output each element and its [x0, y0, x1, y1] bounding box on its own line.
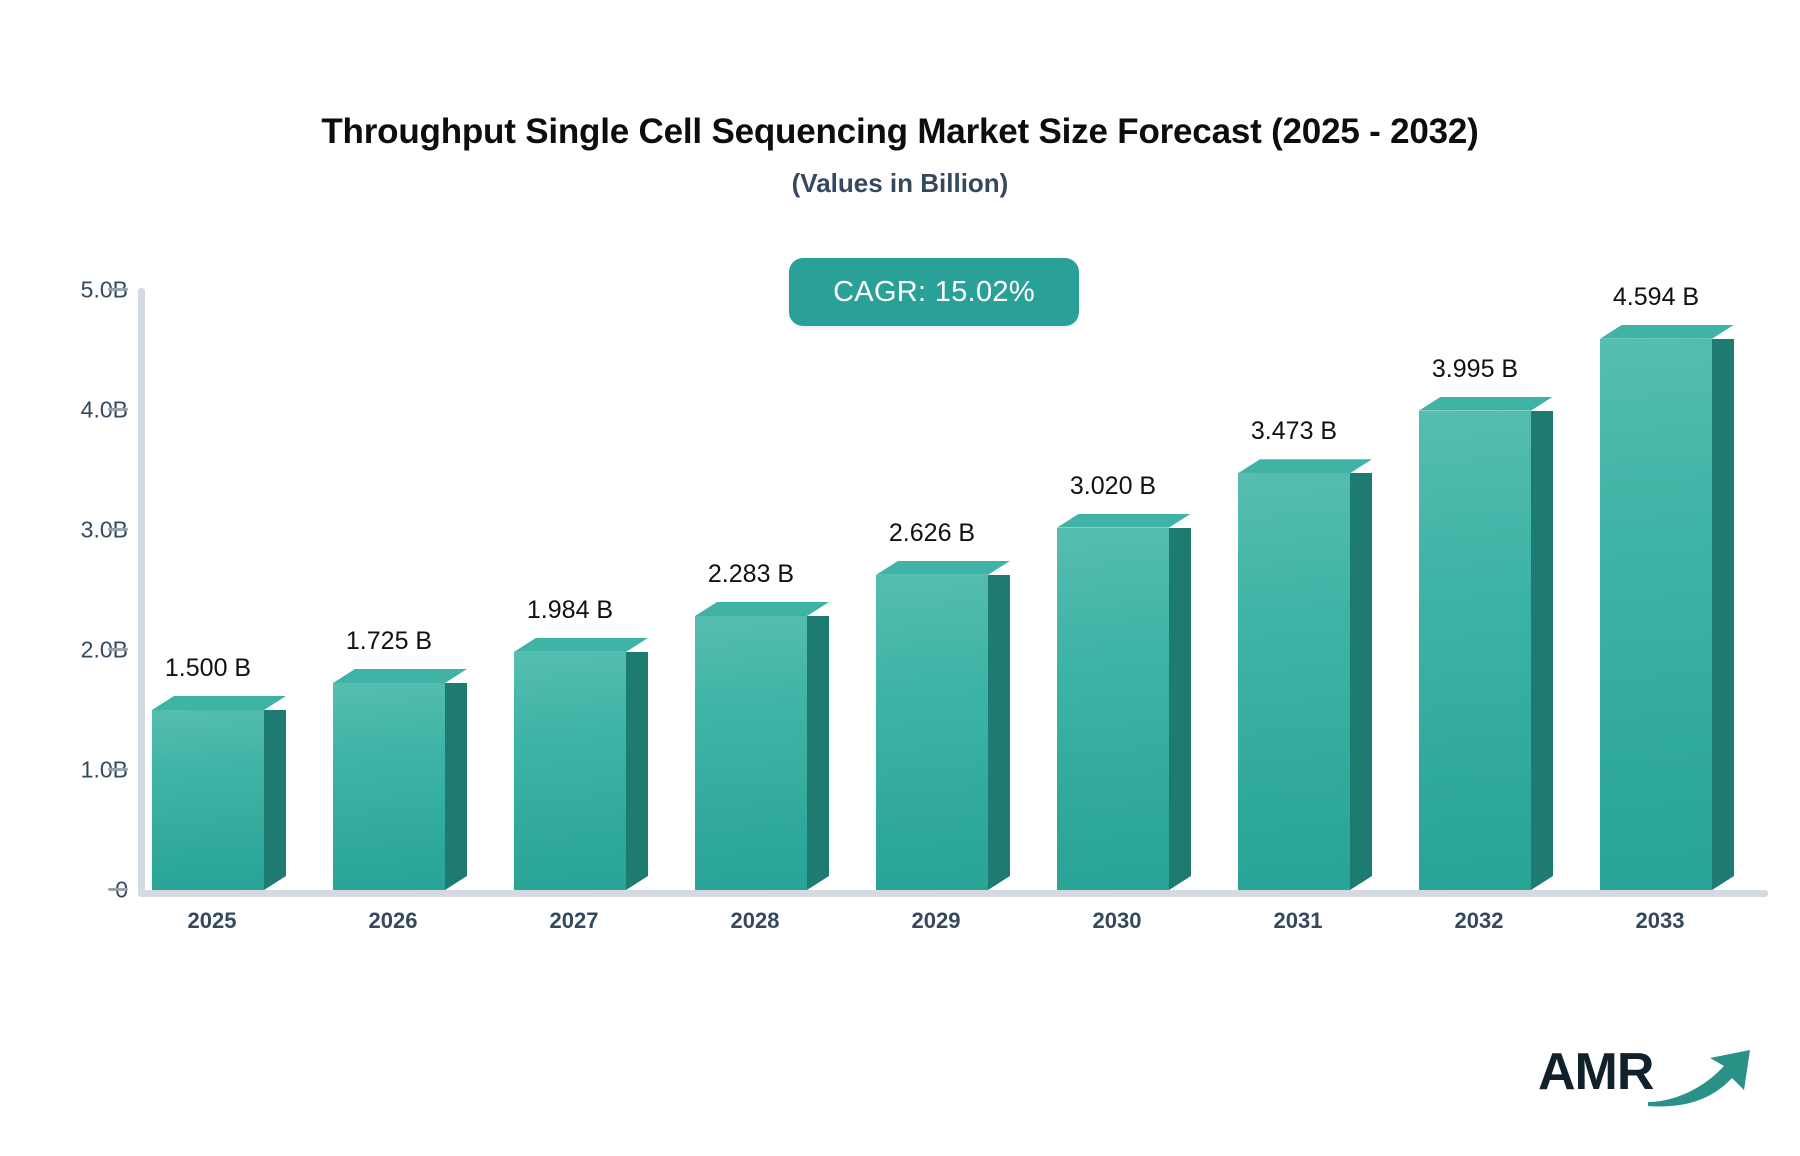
x-axis-line [138, 890, 1768, 897]
bar-value-label: 4.594 B [1612, 282, 1700, 311]
y-axis-tick-mark [108, 768, 128, 771]
bar-value-label: 1.725 B [345, 627, 433, 655]
bar-top-face [514, 638, 648, 652]
bar-side-face [807, 616, 829, 890]
bar-front-face [1419, 410, 1531, 890]
bar-value-label: 3.020 B [1069, 471, 1157, 500]
bar-side-face [1350, 473, 1372, 890]
bar[interactable] [876, 575, 1010, 890]
x-axis-label: 2033 [1635, 908, 1685, 933]
x-axis-label: 2025 [187, 908, 237, 933]
bar[interactable] [1238, 473, 1372, 890]
bar-top-face [1238, 459, 1372, 473]
bar[interactable] [333, 683, 467, 890]
bar-value-label: 3.473 B [1250, 417, 1338, 446]
x-axis-label: 2031 [1273, 908, 1323, 933]
y-axis-tick-mark [108, 528, 128, 531]
bar-front-face [695, 616, 807, 890]
growth-arrow-icon [1648, 1050, 1750, 1107]
x-axis-label: 2030 [1092, 908, 1142, 933]
bar[interactable] [1057, 528, 1191, 890]
bar-side-face [445, 683, 467, 890]
bar-front-face [1057, 527, 1169, 890]
y-axis-tick-mark [108, 888, 128, 891]
bar-side-face [1169, 528, 1191, 890]
bar[interactable] [695, 616, 829, 890]
bar-front-face [1238, 473, 1350, 890]
bar-top-face [1419, 397, 1553, 411]
bar-side-face [1712, 339, 1734, 890]
chart-title: Throughput Single Cell Sequencing Market… [321, 112, 1479, 151]
bar-side-face [988, 575, 1010, 890]
x-axis-label: 2026 [368, 908, 418, 933]
bar-top-face [152, 696, 286, 710]
bar-front-face [876, 574, 988, 890]
cagr-badge: CAGR: 15.02% [789, 258, 1079, 326]
amr-logo: AMR [1538, 1040, 1758, 1112]
bar[interactable] [1419, 411, 1553, 890]
y-axis-tick-mark [108, 288, 128, 291]
y-axis-tick-mark [108, 408, 128, 411]
bar-value-label: 1.500 B [164, 654, 252, 682]
bar-top-face [1057, 514, 1191, 528]
bar-front-face [152, 710, 264, 890]
y-axis-line [138, 288, 145, 896]
bar[interactable] [514, 652, 648, 890]
bar-front-face [333, 683, 445, 890]
logo-text: AMR [1538, 1043, 1654, 1101]
bar-value-label: 3.995 B [1431, 354, 1519, 383]
bar-value-label: 2.283 B [707, 560, 795, 589]
bar-value-label: 2.626 B [888, 518, 976, 547]
bar-top-face [876, 561, 1010, 575]
chart-subtitle: (Values in Billion) [791, 168, 1009, 198]
bar[interactable] [152, 710, 286, 890]
y-axis-tick-mark [108, 648, 128, 651]
x-axis-label: 2028 [730, 908, 780, 933]
bar-front-face [514, 651, 626, 890]
bar-top-face [695, 602, 829, 616]
bar-side-face [1531, 411, 1553, 890]
bar-top-face [333, 669, 467, 683]
bar-value-label: 1.984 B [526, 595, 614, 624]
bar-side-face [626, 652, 648, 890]
x-axis-label: 2029 [911, 908, 961, 933]
x-axis-label: 2027 [549, 908, 599, 933]
x-axis-label: 2032 [1454, 908, 1504, 933]
bar[interactable] [1600, 339, 1734, 890]
bar-side-face [264, 710, 286, 890]
bar-top-face [1600, 325, 1734, 339]
bar-front-face [1600, 338, 1712, 890]
